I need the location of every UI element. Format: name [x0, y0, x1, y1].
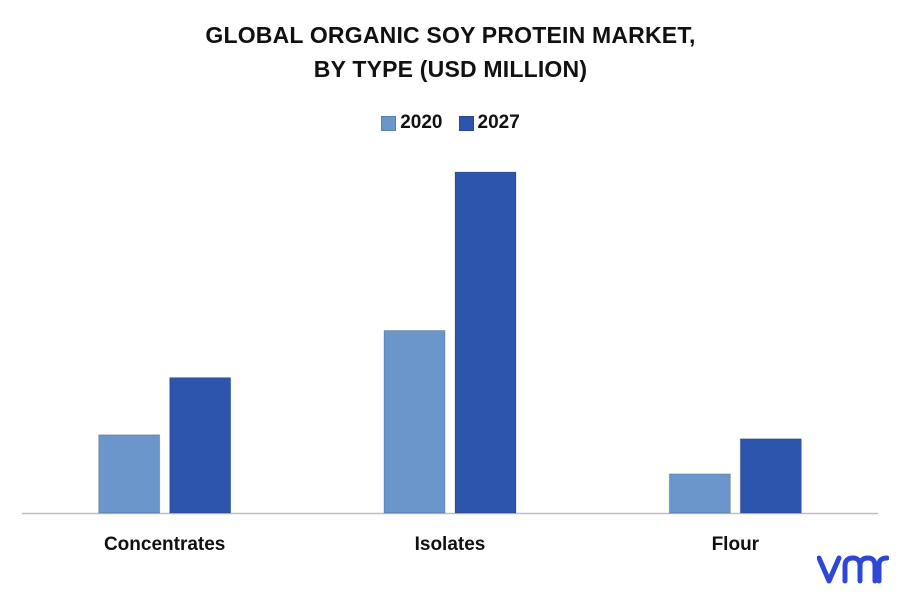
legend-item-2027: 2027	[458, 112, 520, 134]
chart-title-line2: BY TYPE (USD MILLION)	[313, 56, 588, 82]
x-tick-label-isolates: Isolates	[415, 534, 486, 555]
brand-logo: vmr	[817, 555, 889, 584]
legend-swatch-2027	[458, 115, 474, 131]
bar-isolates-2027	[454, 171, 517, 514]
bar-isolates-2020	[383, 329, 446, 514]
legend-swatch-2020	[381, 115, 397, 131]
legend-label-2020: 2020	[400, 112, 443, 133]
bar-concentrates-2027	[169, 377, 232, 514]
bar-flour-2020	[668, 473, 731, 514]
chart-title-line1: GLOBAL ORGANIC SOY PROTEIN MARKET,	[205, 22, 696, 48]
chart-legend: 2020 2027	[0, 112, 901, 134]
bar-flour-2027	[739, 438, 802, 514]
bar-concentrates-2020	[98, 434, 161, 514]
x-tick-label-flour: Flour	[712, 534, 760, 555]
legend-item-2020: 2020	[381, 112, 443, 134]
legend-label-2027: 2027	[477, 112, 520, 133]
x-tick-label-concentrates: Concentrates	[104, 534, 225, 555]
chart-title: GLOBAL ORGANIC SOY PROTEIN MARKET, BY TY…	[0, 18, 901, 86]
